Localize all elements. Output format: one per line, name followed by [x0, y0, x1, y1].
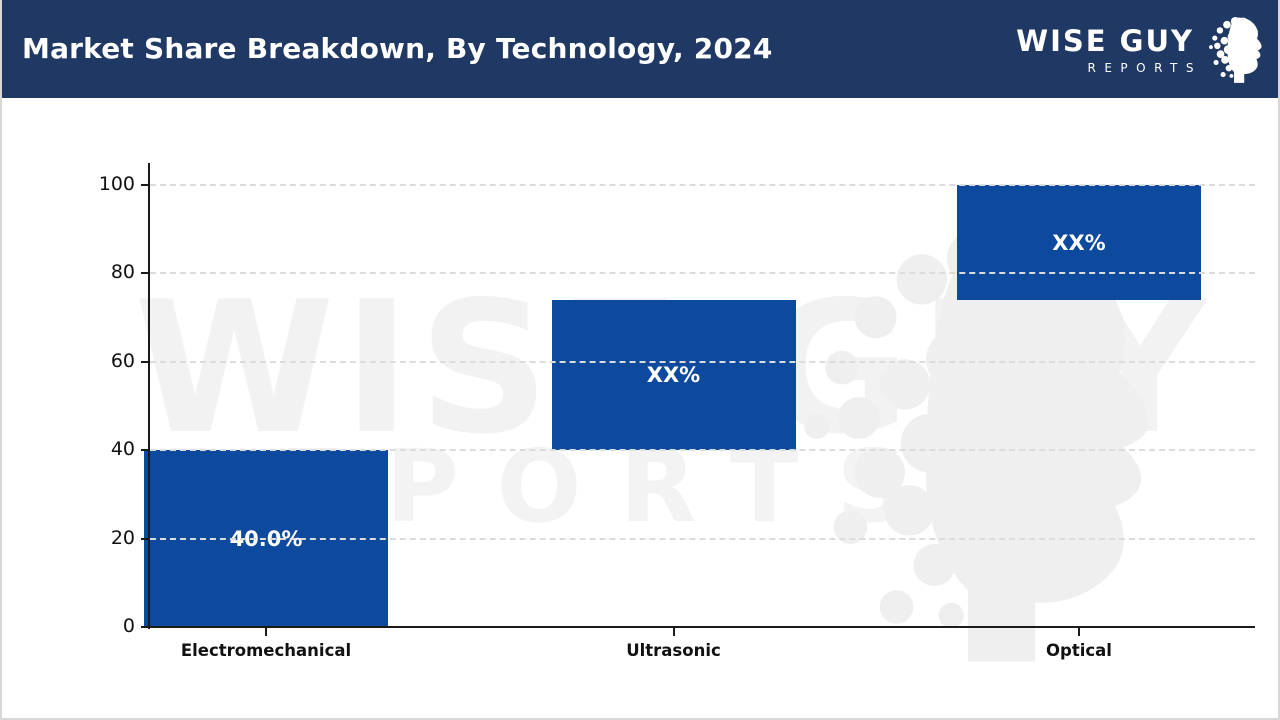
logo-subtitle: REPORTS [1087, 60, 1202, 75]
x-axis-line [148, 626, 1255, 628]
y-tick-label: 0 [122, 615, 135, 637]
x-tick-mark [672, 628, 675, 636]
y-tick-label: 100 [98, 173, 135, 196]
logo-text: WISE GUY REPORTS [1016, 24, 1194, 75]
bar-segment: XX% [957, 185, 1201, 300]
bar-value-label: XX% [1052, 230, 1106, 255]
y-tick-label: 80 [110, 261, 135, 284]
x-tick-mark [265, 628, 267, 636]
x-tick-label: Ultrasonic [626, 641, 721, 660]
gridline [150, 449, 1255, 452]
x-tick-label: Electromechanical [180, 641, 352, 660]
y-tick-mark [141, 626, 150, 628]
wise-guy-reports-logo: WISE GUY REPORTS [1016, 6, 1266, 92]
bar-segment: XX% [551, 299, 796, 451]
x-tick-mark [1078, 628, 1080, 636]
y-tick-label: 60 [110, 349, 135, 372]
y-tick-label: 20 [110, 526, 135, 549]
gridline [150, 360, 1255, 363]
y-tick-mark [141, 272, 150, 275]
y-tick-mark [141, 360, 150, 363]
y-tick-mark [141, 449, 150, 452]
gridline [150, 537, 1255, 540]
chart-title: Market Share Breakdown, By Technology, 2… [22, 32, 773, 65]
y-tick-mark [141, 184, 150, 187]
gridline [150, 184, 1255, 187]
y-tick-label: 40 [110, 438, 135, 461]
bar-value-label: XX% [646, 363, 701, 388]
y-axis-line [148, 163, 150, 629]
gridline [150, 272, 1255, 275]
header-bar: Market Share Breakdown, By Technology, 2… [2, 0, 1278, 98]
logo-wordmark: WISE GUY [1016, 23, 1194, 58]
x-tick-label: Optical [1046, 641, 1112, 660]
y-tick-mark [141, 537, 150, 540]
